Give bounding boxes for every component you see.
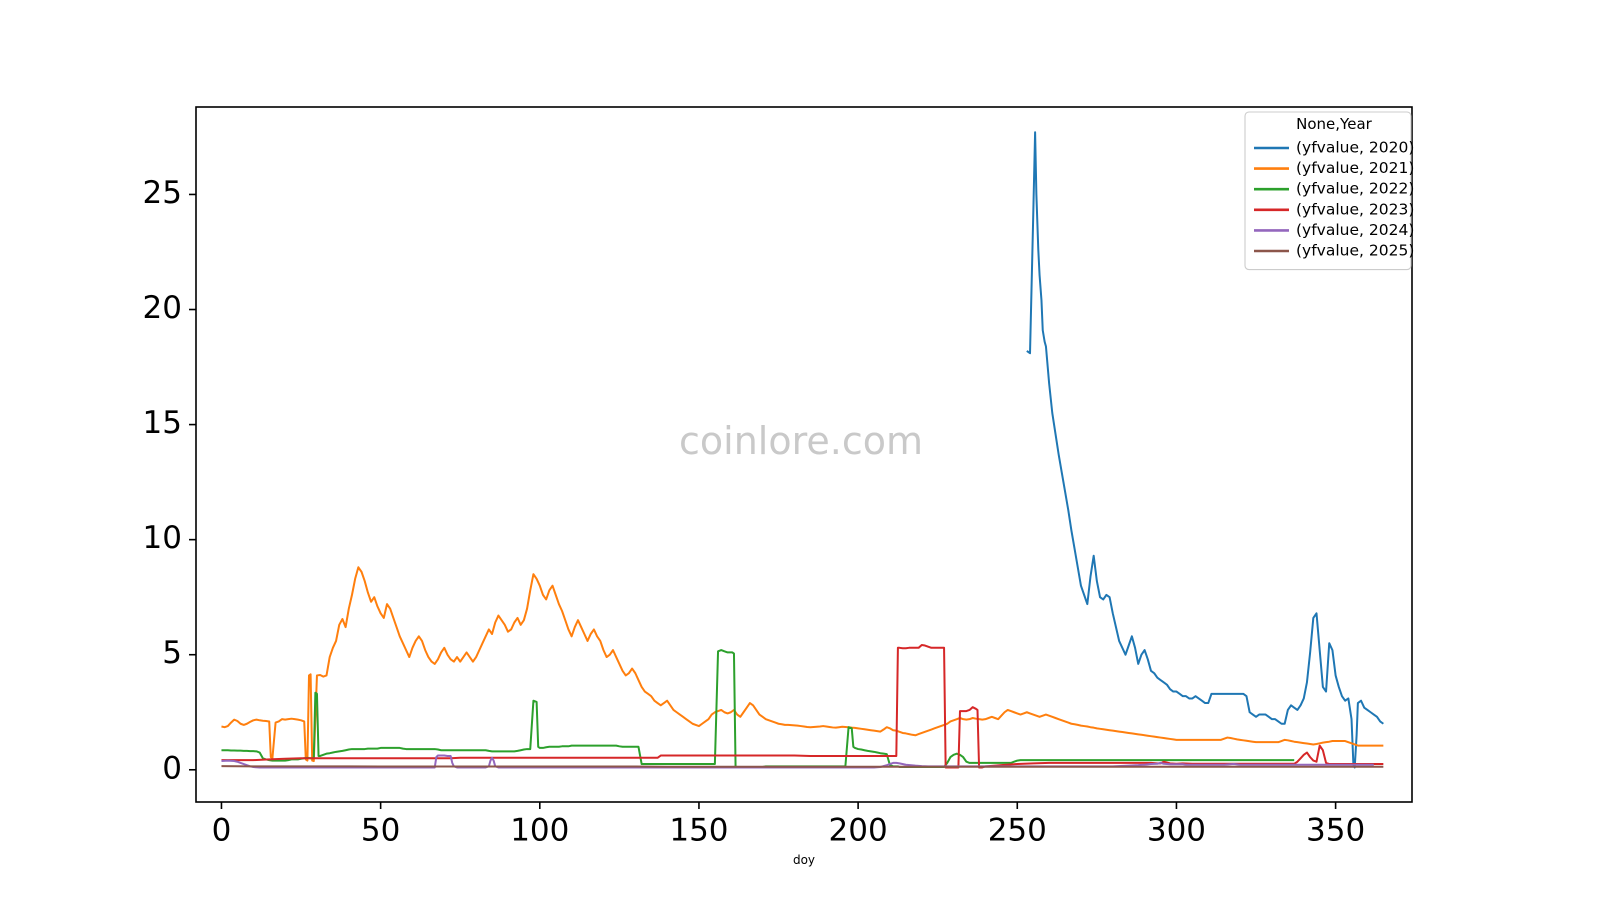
x-tick-label: 300 xyxy=(1147,812,1206,848)
x-tick-label: 150 xyxy=(669,812,728,848)
x-tick-label: 0 xyxy=(212,812,232,848)
watermark-layer: coinlore.com xyxy=(679,419,923,463)
x-tick-label: 100 xyxy=(510,812,569,848)
x-tick-label: 250 xyxy=(988,812,1047,848)
legend-label-2020[interactable]: (yfvalue, 2020) xyxy=(1296,139,1414,157)
legend-label-2021[interactable]: (yfvalue, 2021) xyxy=(1296,159,1414,177)
legend-label-2023[interactable]: (yfvalue, 2023) xyxy=(1296,200,1414,218)
y-tick-label: 5 xyxy=(162,635,182,671)
y-tick-label: 10 xyxy=(143,520,182,556)
legend-title: None,Year xyxy=(1296,115,1372,133)
legend-label-2025[interactable]: (yfvalue, 2025) xyxy=(1296,242,1414,260)
x-axis-label: doy xyxy=(793,853,815,867)
x-axis-label-text: doy xyxy=(793,853,815,867)
x-tick-label: 50 xyxy=(361,812,400,848)
legend-label-2024[interactable]: (yfvalue, 2024) xyxy=(1296,221,1414,239)
y-axis-ticks: 0 5 10 15 20 25 xyxy=(143,175,196,786)
axes-spines xyxy=(195,106,1413,803)
series-line-2023 xyxy=(221,644,1384,769)
series-layer xyxy=(221,131,1384,769)
chart-legend[interactable]: None,Year (yfvalue, 2020) (yfvalue, 2021) (… xyxy=(1244,111,1414,271)
x-axis-ticks: 0 50 100 150 200 250 300 350 xyxy=(212,802,1365,848)
x-tick-label: 350 xyxy=(1306,812,1365,848)
x-tick-label: 200 xyxy=(829,812,888,848)
watermark-text: coinlore.com xyxy=(679,419,923,463)
series-line-2021 xyxy=(221,566,1384,763)
y-tick-label: 0 xyxy=(162,750,182,786)
y-tick-label: 20 xyxy=(143,290,182,326)
series-line-2025 xyxy=(221,765,1384,768)
y-tick-label: 25 xyxy=(143,175,182,211)
y-tick-label: 15 xyxy=(143,405,182,441)
legend-label-2022[interactable]: (yfvalue, 2022) xyxy=(1296,180,1414,198)
plot-frame xyxy=(195,106,1413,803)
series-line-2020 xyxy=(1026,131,1384,769)
